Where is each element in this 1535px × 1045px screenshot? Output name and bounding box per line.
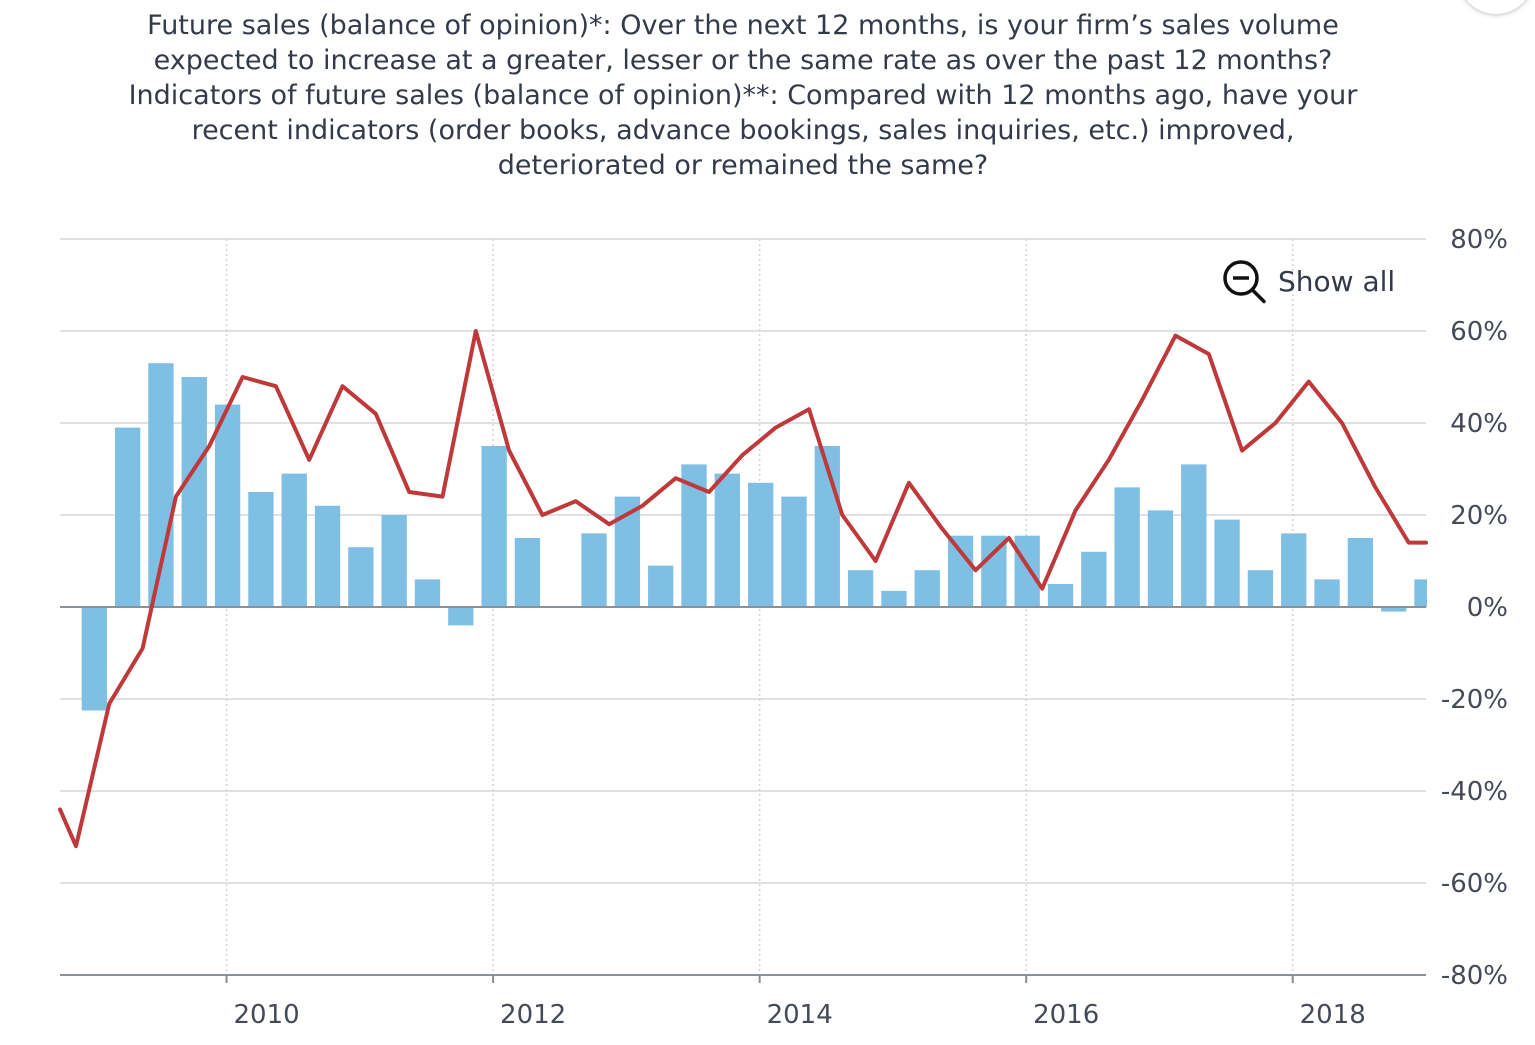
- bar: [1347, 538, 1374, 607]
- title-line-5: deteriorated or remained the same?: [497, 150, 989, 181]
- bar: [1247, 570, 1274, 607]
- x-tick-label: 2010: [233, 1000, 299, 1030]
- bar: [1047, 584, 1074, 607]
- bar: [1214, 519, 1240, 607]
- chart-title: Future sales (balance of opinion)*: Over…: [60, 8, 1426, 183]
- bar: [1147, 510, 1174, 607]
- bar: [914, 570, 940, 607]
- bar: [381, 515, 407, 607]
- bar: [214, 404, 241, 607]
- bar: [514, 538, 541, 607]
- bar: [1381, 607, 1407, 612]
- x-axis-ticks: 2010 2012 2014 2016 2018: [233, 1000, 1365, 1030]
- y-tick-label: -20%: [1441, 685, 1508, 715]
- gridlines: [60, 238, 1426, 975]
- x-tick-label: 2012: [500, 1000, 566, 1030]
- y-tick-label: 20%: [1450, 501, 1508, 531]
- show-all-label: Show all: [1278, 264, 1396, 298]
- bar: [281, 473, 307, 607]
- zoom-out-icon: [1223, 260, 1266, 304]
- bar: [847, 570, 874, 607]
- bar: [581, 533, 607, 607]
- bar: [1281, 533, 1307, 607]
- bar: [348, 547, 374, 607]
- bar: [981, 535, 1007, 607]
- bar: [448, 607, 474, 626]
- bar: [248, 492, 274, 607]
- title-line-3: Indicators of future sales (balance of o…: [128, 80, 1358, 111]
- bar-series: [81, 363, 1427, 711]
- y-tick-label: 0%: [1467, 593, 1508, 623]
- title-line-2: expected to increase at a greater, lesse…: [153, 45, 1333, 76]
- bar: [414, 579, 441, 607]
- bar: [1114, 487, 1140, 607]
- bar: [881, 590, 907, 607]
- bar: [1081, 551, 1107, 607]
- y-tick-label: 40%: [1450, 409, 1508, 439]
- bar: [747, 482, 774, 607]
- title-line-1: Future sales (balance of opinion)*: Over…: [147, 10, 1339, 41]
- bar: [1181, 464, 1207, 607]
- y-tick-label: -40%: [1441, 777, 1508, 807]
- bar: [947, 535, 974, 607]
- bar: [114, 427, 141, 607]
- bar: [81, 607, 107, 711]
- bar: [1014, 535, 1040, 607]
- line-series-path: [58, 329, 1428, 849]
- bar: [314, 505, 341, 607]
- y-tick-label: 60%: [1450, 317, 1508, 347]
- show-all-button[interactable]: Show all: [1222, 258, 1395, 304]
- bar: [481, 446, 507, 607]
- axes: [60, 606, 1426, 983]
- title-line-4: recent indicators (order books, advance …: [191, 115, 1295, 146]
- x-tick-label: 2018: [1300, 1000, 1366, 1030]
- bar: [1314, 579, 1340, 607]
- x-tick-label: 2014: [767, 1000, 833, 1030]
- bar: [181, 377, 207, 607]
- bar: [714, 473, 741, 607]
- y-tick-label: 80%: [1450, 225, 1508, 255]
- bar: [781, 496, 807, 607]
- bar: [648, 565, 674, 607]
- x-tick-label: 2016: [1033, 1000, 1099, 1030]
- line-series: [58, 329, 1428, 849]
- bar: [1414, 579, 1427, 607]
- y-tick-label: -80%: [1441, 961, 1508, 991]
- y-axis-ticks: 80% 60% 40% 20% 0% -20% -40% -60% -80%: [1441, 225, 1508, 991]
- y-tick-label: -60%: [1441, 869, 1508, 899]
